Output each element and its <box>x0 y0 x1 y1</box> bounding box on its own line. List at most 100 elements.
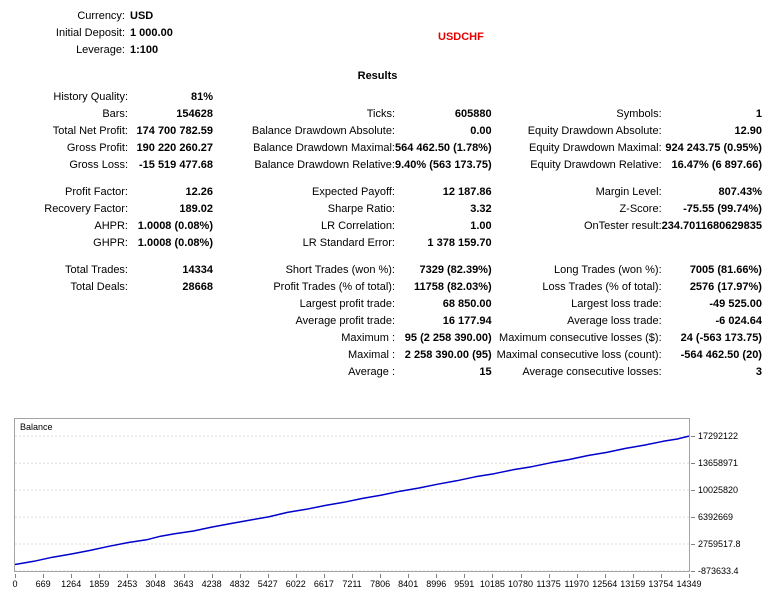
stat-label: Profit Factor: <box>65 185 128 198</box>
stat-label: LR Standard Error: <box>302 236 395 249</box>
stat-label: Largest profit trade: <box>299 297 395 310</box>
stat-value: 564 462.50 (1.78%) <box>395 141 492 154</box>
x-axis-label: 1859 <box>89 579 110 589</box>
stat-value <box>128 312 213 329</box>
stat-label: Symbols: <box>616 107 662 120</box>
stat-value: 16.47% (6 897.66) <box>671 158 762 171</box>
x-axis-tick <box>323 574 325 578</box>
stats-row: Average profit trade: 16 177.94 Average lo… <box>0 312 762 329</box>
stat-label: GHPR: <box>93 236 128 249</box>
x-axis-tick <box>155 574 157 578</box>
stat-label: Total Net Profit: <box>52 124 128 137</box>
stat-label: Average loss trade: <box>567 314 662 327</box>
x-axis-tick <box>548 574 550 578</box>
stat-value <box>128 295 213 312</box>
spacer-cell <box>0 251 762 261</box>
stat-value: 28668 <box>182 280 213 293</box>
stats-row: AHPR: 1.0008 (0.08%) LR Correlation: 1.00 On… <box>0 217 762 234</box>
stat-label: Total Deals: <box>70 280 128 293</box>
stat-label <box>492 234 662 251</box>
y-axis-label: 13658971 <box>698 458 739 469</box>
y-axis-label: 17292122 <box>698 431 739 442</box>
stats-row: Total Net Profit: 174 700 782.59 Balance D… <box>0 122 762 139</box>
x-axis-label: 2453 <box>117 579 138 589</box>
y-axis-label: 2759517.8 <box>698 539 741 549</box>
chart-series-label: Balance <box>20 422 53 432</box>
results-title: Results <box>357 70 398 82</box>
stat-value <box>128 346 213 363</box>
stat-label <box>0 346 128 363</box>
y-axis-label: 6392669 <box>698 512 734 523</box>
stats-row: Gross Loss: -15 519 477.68 Balance Drawdow… <box>0 156 762 173</box>
stat-value: 11758 (82.03%) <box>413 280 492 293</box>
stat-value: 68 850.00 <box>442 297 492 310</box>
stat-label: Long Trades (won %): <box>554 263 662 276</box>
stat-value: 12.26 <box>185 185 213 198</box>
stat-label: Profit Trades (% of total): <box>273 280 395 293</box>
x-axis-label: 13754 <box>648 579 674 589</box>
x-axis-tick <box>43 574 45 578</box>
x-axis-tick <box>71 574 73 578</box>
initial-deposit-row: Initial Deposit: 1 000.00 <box>0 25 173 42</box>
x-axis-label: 0 <box>12 579 18 589</box>
x-axis-label: 7806 <box>370 579 391 589</box>
x-axis-tick <box>295 574 297 578</box>
stat-value: -564 462.50 (20) <box>680 348 762 361</box>
leverage-row: Leverage: 1:100 <box>0 42 173 59</box>
stat-value: -15 519 477.68 <box>138 158 213 171</box>
x-axis-tick <box>604 574 606 578</box>
stat-label: Gross Loss: <box>69 158 128 171</box>
stat-value: 605880 <box>454 107 492 120</box>
initial-deposit-value: 1 000.00 <box>130 27 173 39</box>
stat-value: 1 <box>755 107 762 120</box>
stat-value: 924 243.75 (0.95%) <box>665 141 762 154</box>
stat-label: Balance Drawdown Absolute: <box>251 124 395 137</box>
stats-row: Total Deals: 28668 Profit Trades (% of tot… <box>0 278 762 295</box>
x-axis-tick <box>352 574 353 578</box>
stats-row: Bars: 154628 Ticks: 605880 Symbols: 1 <box>0 105 762 122</box>
x-axis-label: 6022 <box>285 579 306 589</box>
x-axis-label: 6617 <box>313 579 334 589</box>
stat-value: 1.0008 (0.08%) <box>137 236 213 249</box>
x-axis-tick <box>464 574 466 578</box>
stats-row: Maximal : 2 258 390.00 (95) Maximal consec… <box>0 346 762 363</box>
x-axis-label: 10780 <box>507 579 534 589</box>
x-axis-label: 5427 <box>257 579 278 589</box>
x-axis-tick <box>408 574 410 578</box>
x-axis-tick <box>689 574 690 578</box>
stat-value <box>395 88 492 105</box>
currency-row: Currency: USD <box>0 8 173 25</box>
x-axis-label: 3048 <box>145 579 166 589</box>
stat-value: 95 (2 258 390.00) <box>404 331 492 344</box>
stat-value: 12 187.86 <box>442 185 492 198</box>
stats-row: Largest profit trade: 68 850.00 Largest lo… <box>0 295 762 312</box>
x-axis-tick <box>183 574 185 578</box>
x-axis-tick <box>660 574 662 578</box>
stat-value: -6 024.64 <box>715 314 762 327</box>
x-axis-tick <box>267 574 269 578</box>
stats-spacer-row <box>0 173 762 183</box>
y-axis-tick <box>691 544 695 545</box>
stat-value: 1.0008 (0.08%) <box>137 219 213 232</box>
currency-value: USD <box>130 10 154 22</box>
stats-row: Profit Factor: 12.26 Expected Payoff: 12 18… <box>0 183 762 200</box>
y-axis-tick <box>691 517 695 519</box>
stat-label: Margin Level: <box>595 185 662 198</box>
report-header: Currency: USD Initial Deposit: 1 000.00 Le… <box>0 8 173 59</box>
stat-value: 1 378 159.70 <box>427 236 492 249</box>
symbol-name: USDCHF <box>438 31 484 43</box>
stat-label: AHPR: <box>94 219 128 232</box>
stat-label: Equity Drawdown Relative: <box>530 158 662 171</box>
x-axis-tick <box>576 574 578 578</box>
x-axis-tick <box>520 574 522 578</box>
x-axis-tick <box>127 574 129 578</box>
stat-label <box>0 329 128 346</box>
stat-value: 2576 (17.97%) <box>689 280 762 293</box>
stat-value: 16 177.94 <box>442 314 492 327</box>
x-axis-label: 8996 <box>426 579 447 589</box>
stat-label: Gross Profit: <box>66 141 128 154</box>
initial-deposit-label: Initial Deposit: <box>55 27 125 39</box>
stat-value <box>128 363 213 380</box>
x-axis-label: 14349 <box>676 579 702 589</box>
stat-value <box>662 234 762 251</box>
